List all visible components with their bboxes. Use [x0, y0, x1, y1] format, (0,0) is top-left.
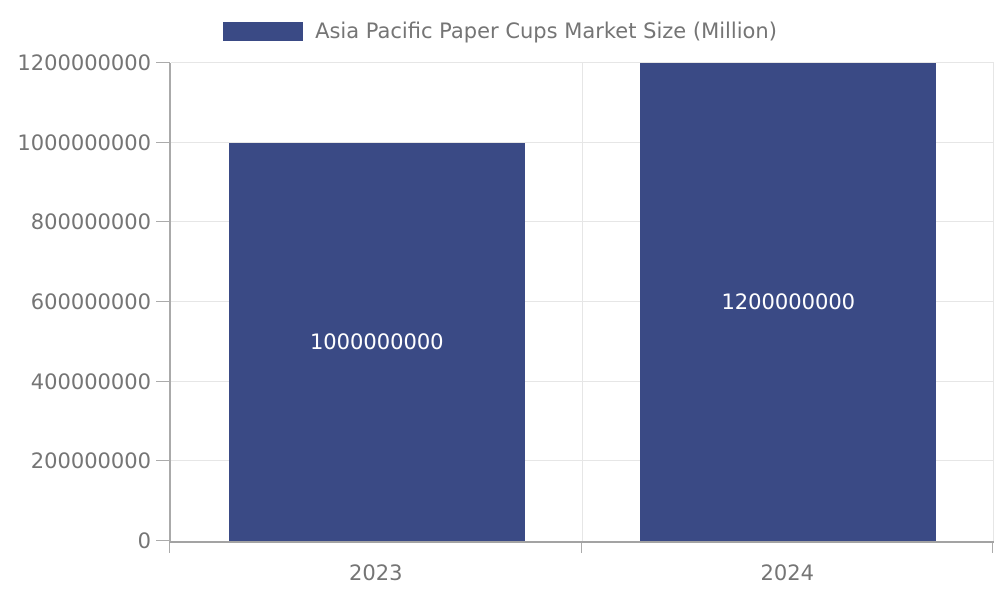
y-tick-mark — [156, 460, 170, 462]
x-axis-tick-label: 2023 — [349, 561, 403, 585]
y-axis-tick-label: 600000000 — [30, 290, 151, 314]
y-gridline — [171, 301, 994, 302]
legend-label: Asia Pacific Paper Cups Market Size (Mil… — [315, 19, 777, 43]
x-tick-mark — [992, 543, 993, 553]
y-tick-mark — [156, 221, 170, 223]
y-gridline — [171, 380, 994, 382]
x-gridline — [581, 63, 583, 541]
x-axis-tick-label: 2024 — [760, 561, 814, 585]
y-axis-tick-label: 0 — [137, 529, 151, 553]
y-axis-tick-label: 800000000 — [30, 210, 151, 235]
y-gridline — [171, 221, 994, 223]
y-tick-mark — [156, 540, 170, 541]
y-gridline — [171, 141, 994, 143]
bar-2023[interactable] — [228, 142, 525, 541]
y-gridline — [171, 62, 994, 63]
y-tick-mark — [156, 62, 170, 63]
bar-value-label: 1000000000 — [309, 329, 444, 354]
legend[interactable]: Asia Pacific Paper Cups Market Size (Mil… — [0, 14, 1000, 48]
plot-area: 1000000000 1200000000 — [169, 62, 994, 543]
x-tick-mark — [580, 543, 582, 553]
y-axis-tick-label: 400000000 — [30, 369, 151, 394]
y-axis-tick-label: 1000000000 — [17, 130, 151, 155]
y-axis-tick-label: 200000000 — [30, 449, 151, 474]
y-tick-mark — [156, 380, 170, 382]
legend-swatch — [223, 21, 304, 41]
y-tick-mark — [156, 301, 170, 302]
y-tick-mark — [156, 141, 170, 143]
x-tick-mark — [169, 543, 170, 553]
y-axis-tick-label: 1200000000 — [17, 51, 151, 75]
bar-value-label: 1200000000 — [721, 290, 856, 314]
y-gridline — [171, 460, 994, 462]
x-gridline — [993, 63, 994, 541]
bar-2024[interactable] — [640, 63, 937, 541]
